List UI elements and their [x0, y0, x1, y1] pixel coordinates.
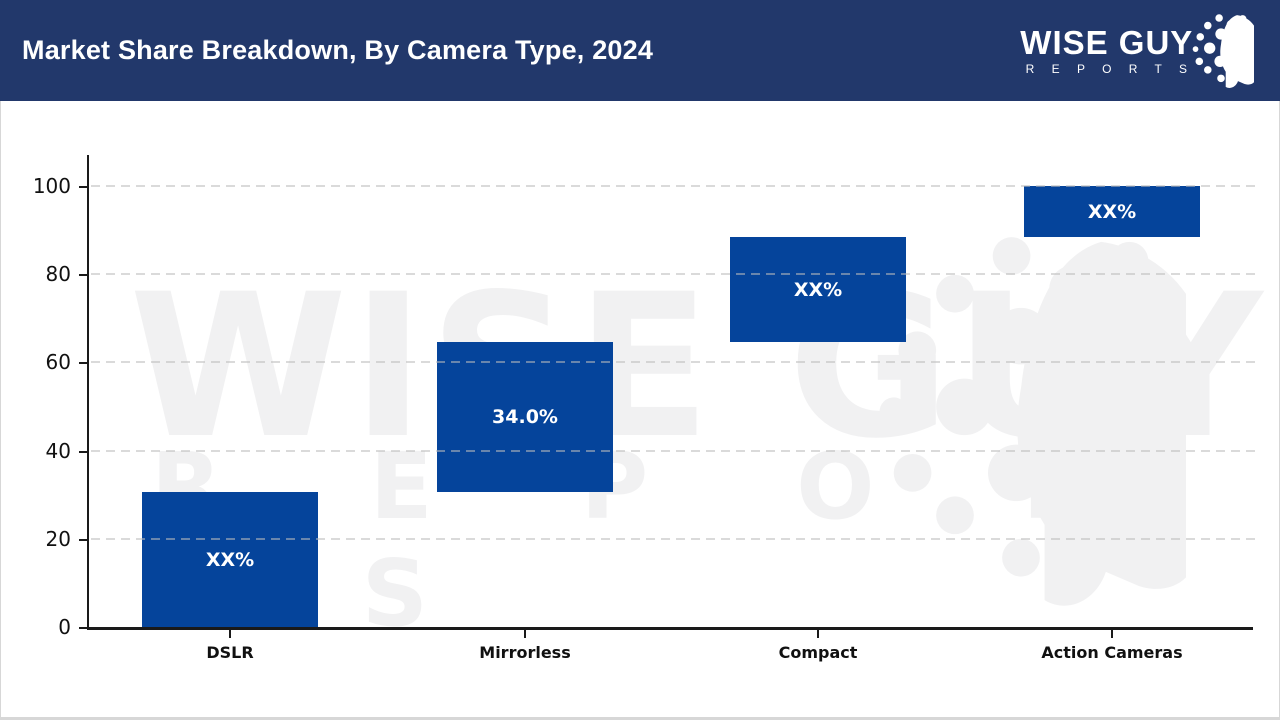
brand-subtitle: R E P O R T S — [1025, 61, 1194, 76]
brand-logo-text: WISE GUY R E P O R T S — [1020, 26, 1194, 76]
bar-dslr: XX% — [142, 492, 318, 627]
x-axis-label-action-cameras: Action Cameras — [1041, 643, 1183, 662]
bar-value-label-mirrorless: 34.0% — [492, 406, 558, 429]
bar-value-label-dslr: XX% — [205, 548, 255, 571]
y-tick-20 — [79, 538, 87, 541]
y-tick-80 — [79, 274, 87, 277]
y-tick-label-0: 0 — [58, 615, 71, 639]
x-tick-compact — [817, 630, 819, 638]
y-tick-label-100: 100 — [32, 174, 71, 198]
y-tick-100 — [79, 186, 87, 188]
x-tick-dslr — [229, 630, 231, 638]
gridline-60 — [91, 361, 1255, 364]
x-tick-action-cameras — [1111, 630, 1113, 638]
page-title: Market Share Breakdown, By Camera Type, … — [22, 35, 654, 65]
chart-canvas: WISE GUY R E P O R T S XX% 34.0% XX% XX% 0 20… — [0, 101, 1280, 720]
bar-action-cameras: XX% — [1024, 186, 1200, 238]
y-tick-label-60: 60 — [45, 350, 71, 375]
watermark-head-icon — [879, 237, 1186, 606]
brand-logo: WISE GUY R E P O R T S — [1020, 13, 1254, 89]
y-tick-40 — [79, 450, 87, 453]
x-tick-mirrorless — [524, 630, 526, 638]
y-tick-label-80: 80 — [45, 262, 71, 287]
brand-name: WISE GUY — [1020, 23, 1194, 61]
x-axis-label-dslr: DSLR — [206, 643, 254, 662]
gridline-20 — [91, 537, 1255, 540]
bar-mirrorless: 34.0% — [437, 342, 613, 493]
y-axis-line — [87, 155, 89, 630]
bar-compact: XX% — [730, 237, 906, 343]
y-tick-label-20: 20 — [45, 526, 71, 551]
x-axis-line — [87, 627, 1253, 630]
gridline-40 — [91, 449, 1255, 452]
gridline-80 — [91, 273, 1255, 276]
y-tick-0 — [79, 627, 87, 629]
y-tick-label-40: 40 — [45, 438, 71, 463]
brand-head-icon — [1192, 13, 1254, 88]
x-axis-label-mirrorless: Mirrorless — [479, 643, 571, 662]
gridline-100 — [91, 185, 1255, 187]
header-bar: Market Share Breakdown, By Camera Type, … — [0, 0, 1280, 101]
bar-value-label-compact: XX% — [793, 278, 843, 301]
y-tick-60 — [79, 362, 87, 365]
bar-value-label-action-cameras: XX% — [1087, 200, 1137, 223]
x-axis-label-compact: Compact — [778, 643, 858, 662]
